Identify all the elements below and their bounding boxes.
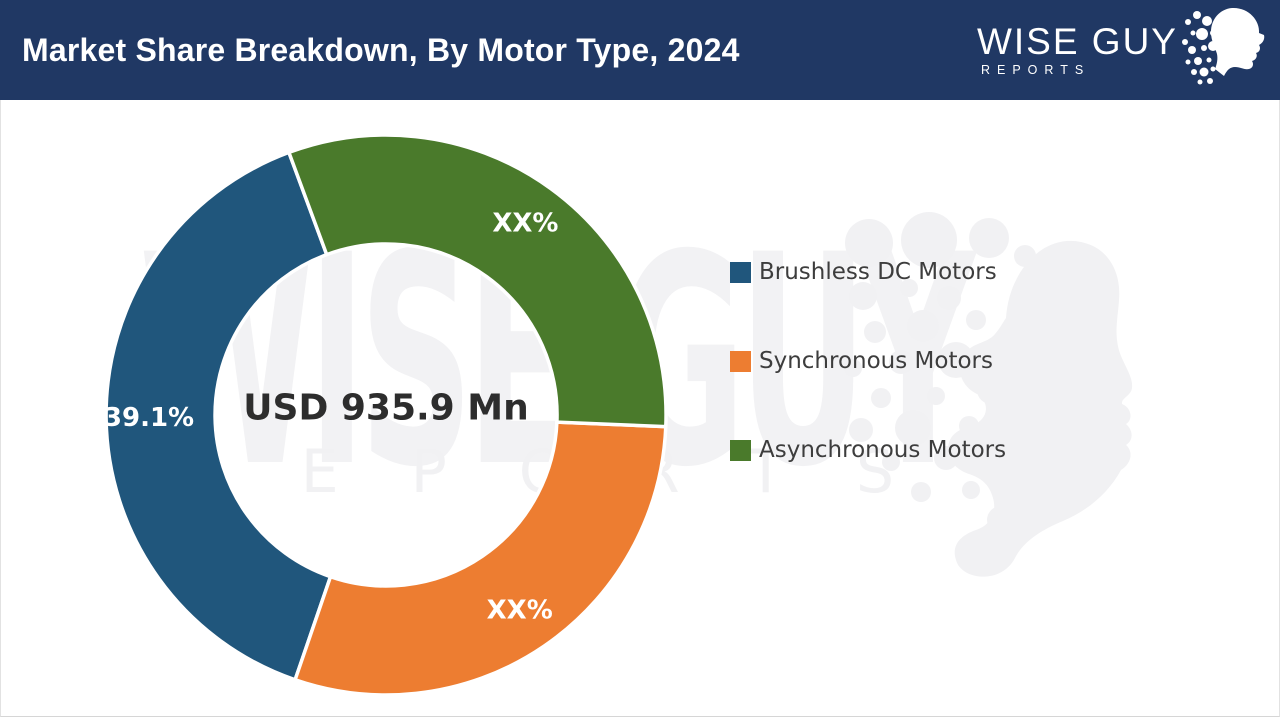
legend-label: Brushless DC Motors — [759, 259, 997, 285]
donut-segment — [287, 133, 668, 429]
legend-swatch — [730, 350, 751, 372]
legend-item: Brushless DC Motors — [730, 258, 1006, 286]
legend-swatch — [730, 261, 751, 283]
donut-segment — [104, 150, 333, 682]
donut-segment — [293, 420, 668, 697]
logo-subtext: REPORTS — [980, 63, 1091, 77]
legend-swatch — [730, 439, 751, 461]
chart-center-value: USD 935.9 Mn — [243, 387, 529, 429]
wiseguy-logo: WISE GUY REPORTS — [977, 6, 1266, 94]
legend-item: Synchronous Motors — [730, 347, 1006, 375]
logo-face-icon — [1182, 7, 1265, 85]
page-title: Market Share Breakdown, By Motor Type, 2… — [22, 31, 740, 68]
legend-item: Asynchronous Motors — [730, 436, 1006, 464]
slice-percentage-label: 39.1% — [104, 403, 194, 433]
legend-label: Asynchronous Motors — [759, 437, 1007, 463]
logo-wordmark: WISE GUY — [976, 21, 1178, 62]
header-bar: Market Share Breakdown, By Motor Type, 2… — [0, 0, 1280, 100]
donut-chart: 39.1% XX% XX% — [104, 133, 668, 697]
legend: Brushless DC Motors Synchronous Motors Asy… — [730, 258, 1006, 525]
chart-area: WISE GUY REPORTS 39.1%XX%XX% USD 935. — [0, 100, 1280, 717]
legend-label: Synchronous Motors — [759, 348, 993, 374]
logo-wordmark-block: WISE GUY REPORTS — [977, 23, 1178, 77]
slice-percentage-label: XX% — [492, 208, 558, 238]
slice-percentage-label: XX% — [487, 596, 553, 626]
